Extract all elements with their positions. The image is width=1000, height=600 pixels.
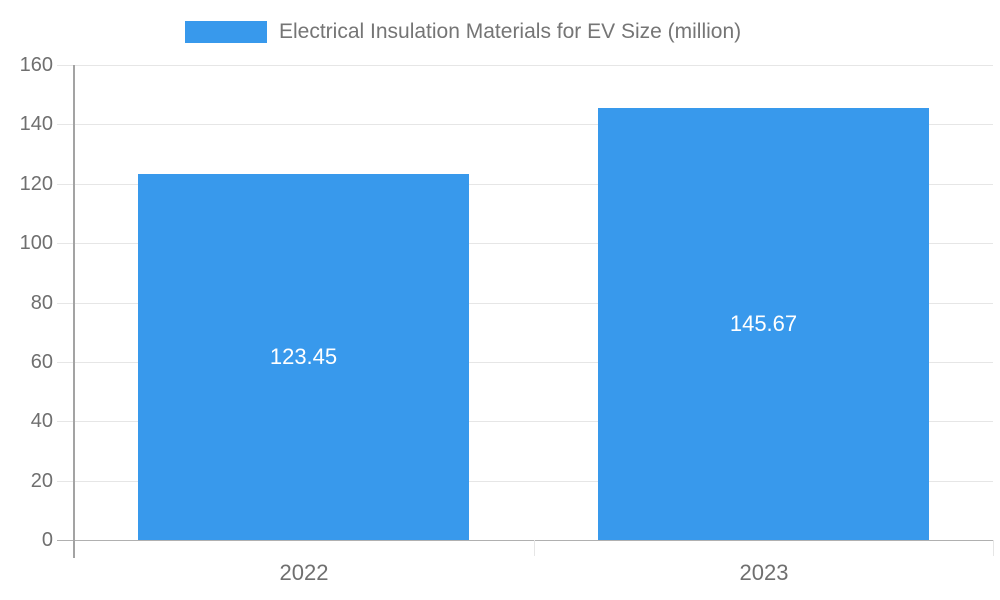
x-tick-mark xyxy=(993,540,994,556)
gridline xyxy=(74,362,993,363)
bar-value-label: 123.45 xyxy=(269,344,338,369)
gridline xyxy=(74,65,993,66)
y-tick-label: 80 xyxy=(30,292,53,314)
gridline xyxy=(74,303,993,304)
bar-value-label: 145.67 xyxy=(729,311,798,336)
gridline xyxy=(74,124,993,125)
legend-swatch-icon xyxy=(185,21,267,43)
x-category-label: 2023 xyxy=(739,560,789,585)
y-tick-label: 40 xyxy=(30,410,53,432)
y-tick-label: 120 xyxy=(19,173,53,195)
y-tick-label: 0 xyxy=(41,529,53,551)
y-tick-label: 140 xyxy=(19,113,53,135)
y-tick-mark xyxy=(57,124,74,125)
y-tick-mark xyxy=(57,243,74,244)
gridline xyxy=(74,421,993,422)
legend-label: Electrical Insulation Materials for EV S… xyxy=(279,20,742,43)
y-tick-mark xyxy=(57,303,74,304)
y-tick-mark xyxy=(57,421,74,422)
y-tick-label: 160 xyxy=(19,54,53,76)
gridline xyxy=(74,481,993,482)
y-tick-label: 60 xyxy=(30,351,53,373)
y-tick-mark xyxy=(57,481,74,482)
gridline xyxy=(74,184,993,185)
x-category-label: 2022 xyxy=(279,560,329,585)
x-axis-baseline xyxy=(57,540,993,541)
x-tick-mark xyxy=(534,540,535,556)
gridline xyxy=(74,243,993,244)
bar-2022[interactable] xyxy=(138,174,469,540)
chart-legend[interactable]: Electrical Insulation Materials for EV S… xyxy=(185,19,741,45)
y-tick-mark xyxy=(57,184,74,185)
y-tick-label: 20 xyxy=(30,470,53,492)
bar-2023[interactable] xyxy=(598,108,929,540)
y-tick-mark xyxy=(57,362,74,363)
y-tick-mark xyxy=(57,65,74,66)
y-axis-line xyxy=(73,65,75,558)
y-tick-label: 100 xyxy=(19,232,53,254)
